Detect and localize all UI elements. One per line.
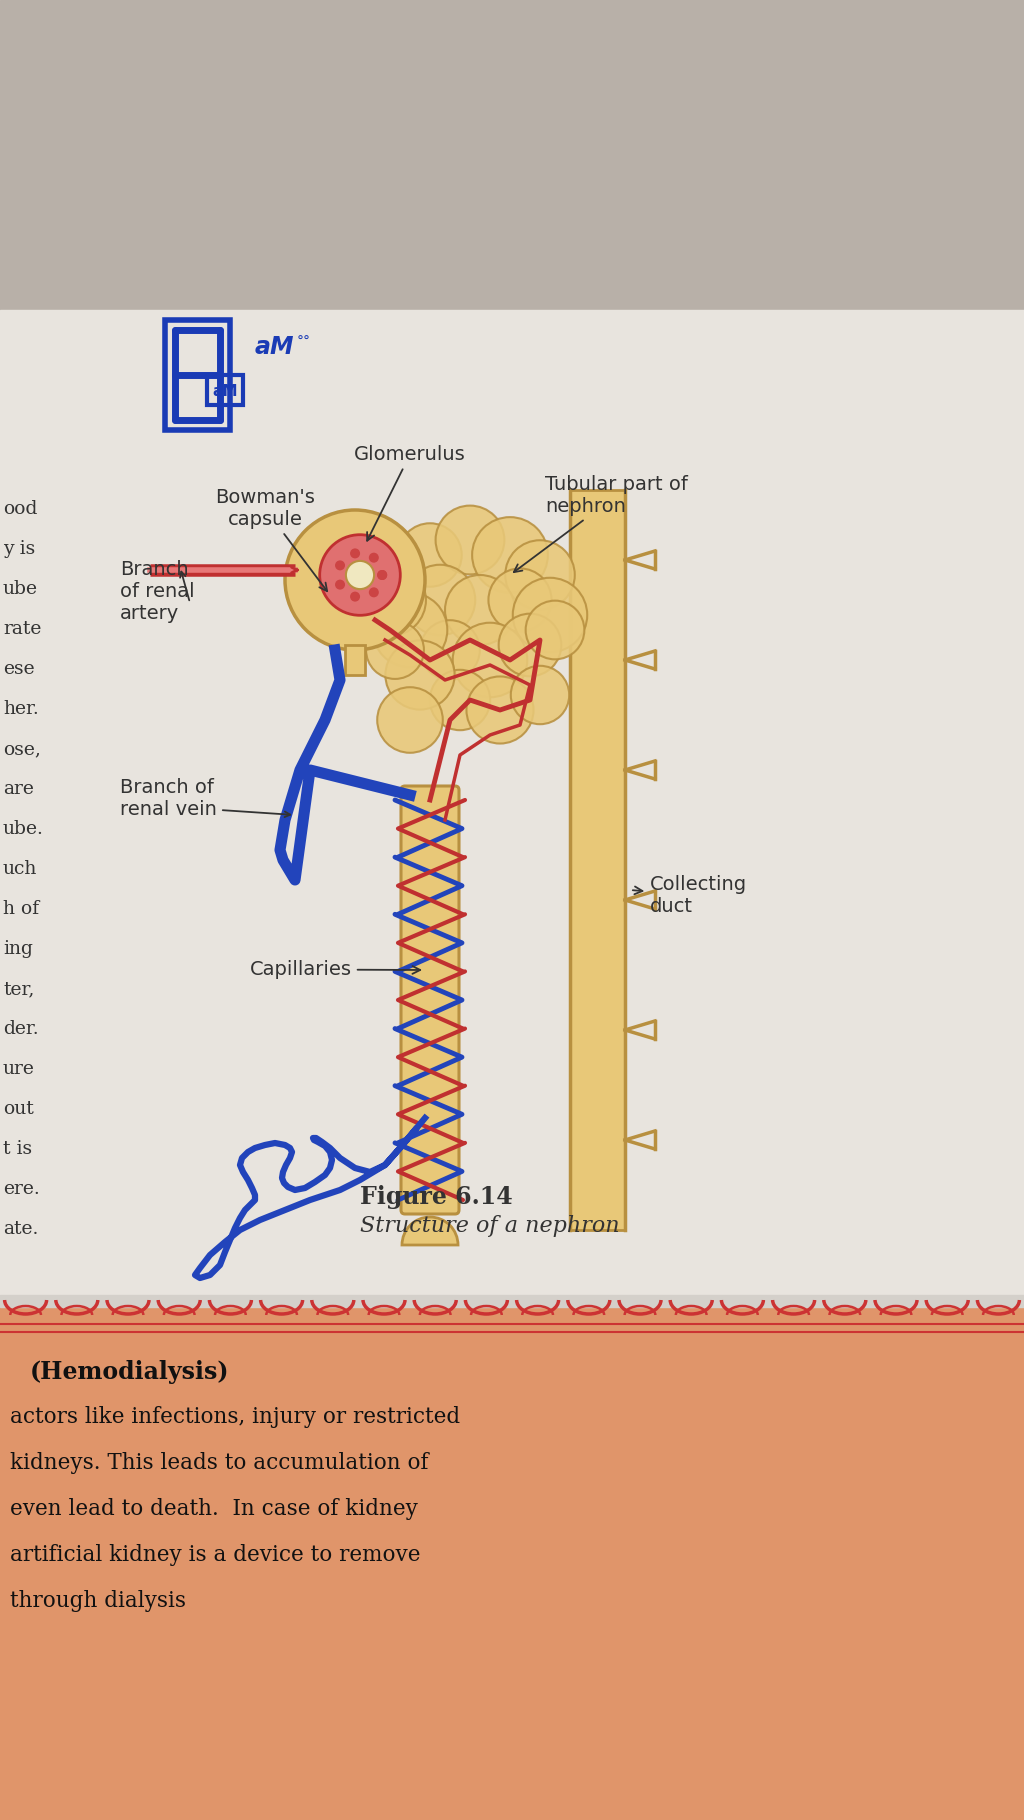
Circle shape [350, 592, 360, 602]
Text: rate: rate [3, 621, 41, 639]
Text: der.: der. [3, 1019, 39, 1037]
Circle shape [526, 602, 584, 659]
Circle shape [377, 686, 443, 753]
Text: Branch
of renal
artery: Branch of renal artery [120, 561, 195, 622]
Text: ere.: ere. [3, 1179, 40, 1198]
Text: ing: ing [3, 939, 33, 957]
Text: Bowman's
capsule: Bowman's capsule [215, 488, 327, 592]
Text: ate.: ate. [3, 1219, 38, 1238]
Bar [0, 309, 1024, 1299]
Text: ese: ese [3, 661, 35, 679]
Circle shape [390, 644, 450, 704]
Circle shape [346, 561, 374, 590]
Circle shape [369, 553, 379, 562]
Circle shape [438, 508, 502, 571]
Circle shape [489, 570, 550, 630]
Text: ood: ood [3, 501, 37, 519]
Circle shape [377, 570, 387, 581]
Text: Collecting
duct: Collecting duct [633, 875, 748, 915]
Circle shape [375, 595, 444, 664]
Text: through dialysis: through dialysis [10, 1591, 186, 1613]
Text: her.: her. [3, 701, 39, 719]
Text: ose,: ose, [3, 741, 41, 757]
Text: even lead to death.  In case of kidney: even lead to death. In case of kidney [10, 1498, 418, 1520]
Circle shape [319, 535, 400, 615]
Text: y is: y is [3, 541, 35, 559]
Bar [0, 1296, 1024, 1307]
Circle shape [399, 524, 461, 586]
Circle shape [457, 628, 523, 693]
Text: uch: uch [3, 861, 37, 877]
Circle shape [520, 586, 580, 644]
Circle shape [481, 526, 540, 584]
Bar [165, 320, 230, 430]
Text: are: are [3, 781, 34, 797]
Circle shape [402, 562, 477, 637]
Text: ure: ure [3, 1059, 35, 1077]
Text: Figure 6.14: Figure 6.14 [360, 1185, 513, 1208]
Wedge shape [402, 1218, 458, 1245]
Circle shape [285, 510, 425, 650]
Circle shape [350, 548, 360, 559]
Text: Tubular part of
nephron: Tubular part of nephron [514, 475, 688, 571]
Bar [207, 375, 243, 406]
Text: out: out [3, 1099, 34, 1117]
Text: (Hemodialysis): (Hemodialysis) [30, 1360, 229, 1383]
Text: Structure of a nephron: Structure of a nephron [360, 1216, 620, 1238]
Text: Capillaries: Capillaries [250, 959, 420, 979]
Circle shape [507, 542, 573, 608]
Circle shape [512, 666, 568, 723]
Text: ube: ube [3, 581, 38, 599]
Text: kidneys. This leads to accumulation of: kidneys. This leads to accumulation of [10, 1452, 428, 1474]
Text: °°: °° [297, 335, 311, 349]
Circle shape [358, 613, 432, 688]
Circle shape [369, 588, 379, 597]
Circle shape [377, 570, 387, 581]
Text: artificial kidney is a device to remove: artificial kidney is a device to remove [10, 1543, 421, 1565]
Circle shape [447, 577, 512, 642]
Circle shape [425, 664, 496, 735]
Text: Branch of
renal vein: Branch of renal vein [120, 777, 217, 819]
Text: actors like infections, injury or restricted: actors like infections, injury or restri… [10, 1407, 460, 1429]
Text: t is: t is [3, 1139, 32, 1158]
Bar [0, 1299, 1024, 1820]
Circle shape [463, 673, 537, 746]
Bar [570, 490, 625, 1230]
Text: ube.: ube. [3, 821, 44, 837]
Text: aM: aM [212, 384, 238, 399]
Bar [0, 0, 1024, 309]
Text: ter,: ter, [3, 979, 35, 997]
FancyBboxPatch shape [401, 786, 459, 1214]
Circle shape [335, 579, 345, 590]
Text: Glomerulus: Glomerulus [354, 446, 466, 541]
Circle shape [499, 613, 561, 677]
Text: h of: h of [3, 901, 39, 917]
Circle shape [335, 561, 345, 570]
Bar [345, 644, 365, 675]
Circle shape [358, 568, 422, 632]
Circle shape [415, 615, 485, 686]
Text: aM: aM [255, 335, 295, 359]
